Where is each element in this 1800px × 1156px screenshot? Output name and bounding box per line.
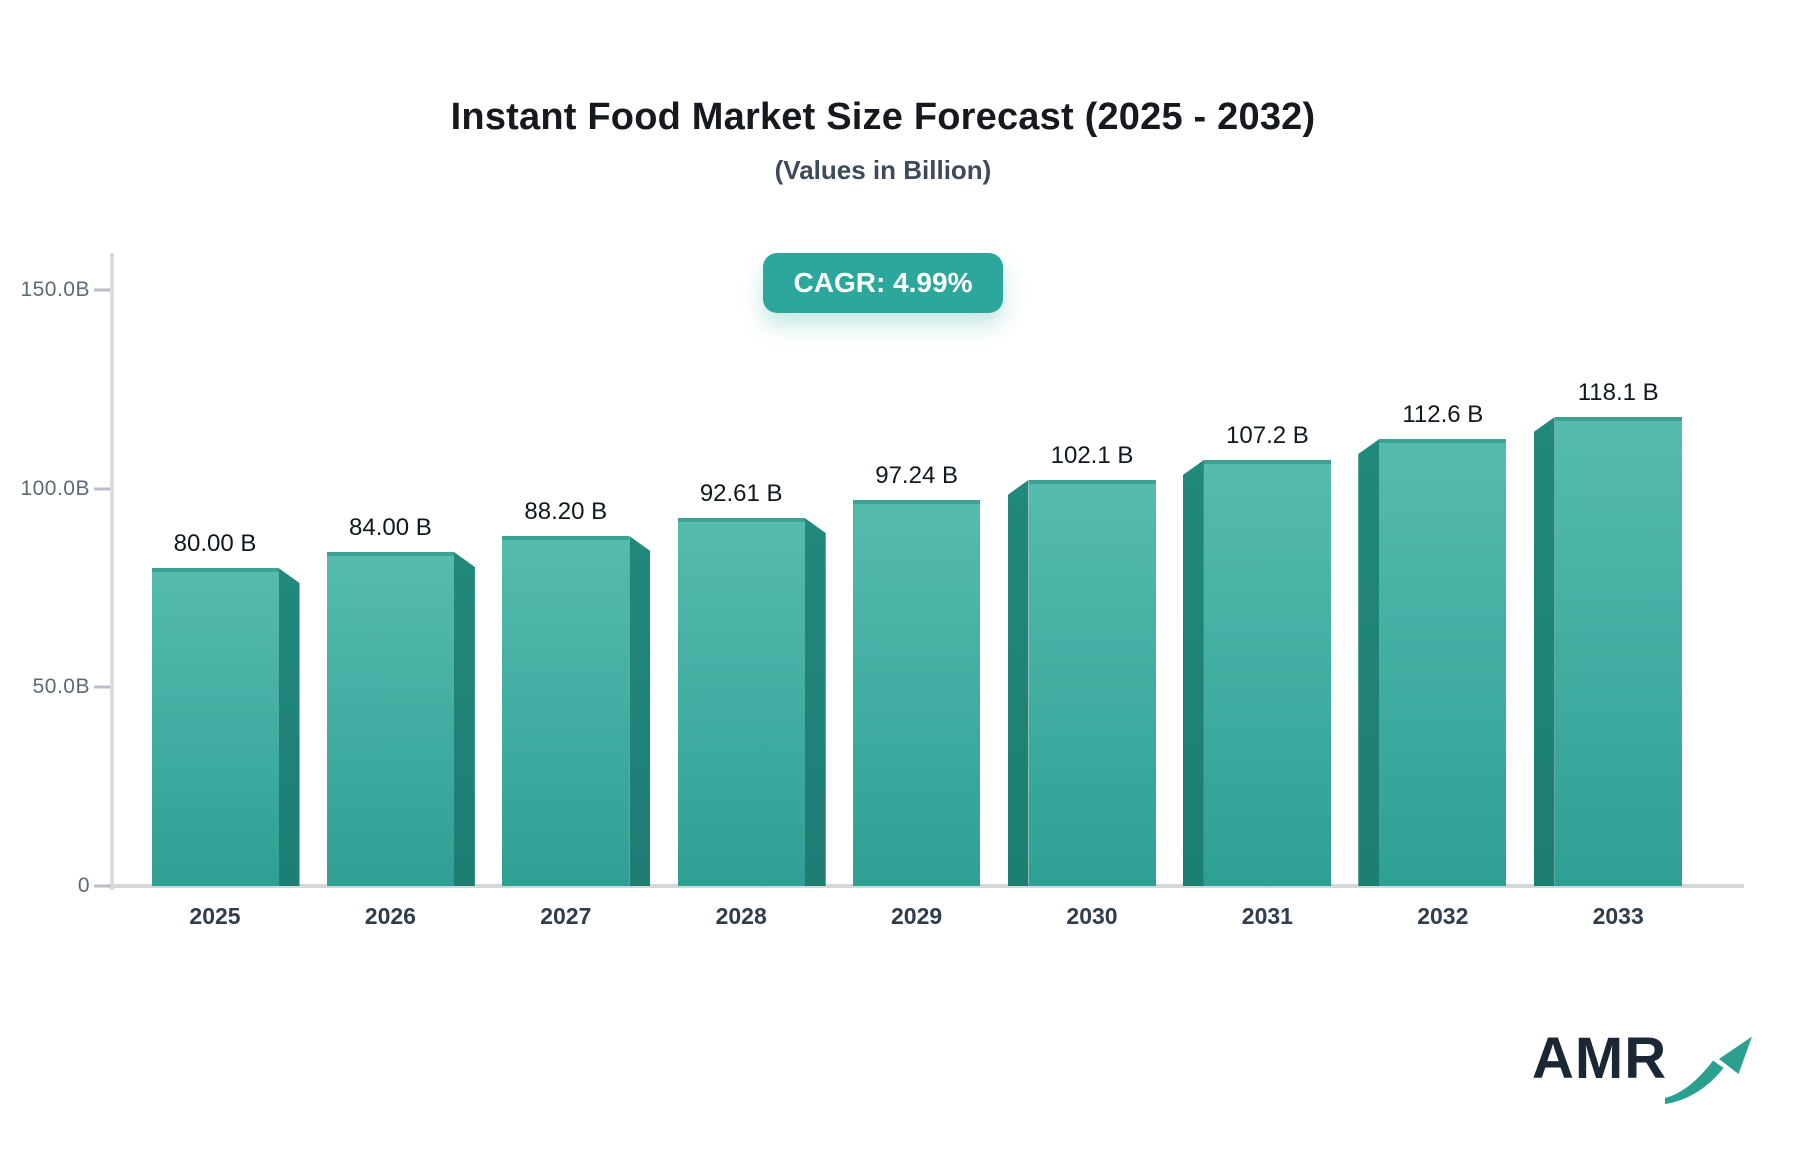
y-tick-mark — [94, 884, 110, 888]
bar-value-label: 97.24 B — [875, 462, 958, 489]
x-category-label: 2031 — [1241, 903, 1293, 929]
bar-face — [1379, 439, 1507, 886]
bar-3d-side — [1007, 480, 1029, 886]
bar-3d-side — [1182, 460, 1204, 886]
bar-value-label: 118.1 B — [1577, 379, 1659, 406]
bar-value-label: 92.61 B — [699, 480, 783, 507]
bar-3d-side — [629, 536, 651, 886]
bar-3d-side — [278, 568, 300, 886]
bar-face — [1028, 480, 1156, 886]
x-category-label: 2025 — [189, 903, 241, 929]
x-category-label: 2033 — [1592, 903, 1644, 929]
bar-value-label: 80.00 B — [173, 530, 257, 557]
bar-value-label: 88.20 B — [524, 498, 608, 525]
chart-title: Instant Food Market Size Forecast (2025 … — [450, 96, 1316, 138]
bar-2026 — [326, 492, 475, 886]
x-category-label: 2028 — [715, 903, 767, 929]
x-category-label: 2032 — [1417, 903, 1469, 929]
y-tick-label: 50.0B — [32, 675, 90, 699]
x-category-label: 2029 — [891, 903, 943, 929]
bar-value-label: 112.6 B — [1402, 401, 1484, 428]
y-axis-line — [110, 253, 114, 890]
y-tick-label: 0 — [77, 874, 90, 897]
bar-2028 — [677, 458, 826, 886]
y-tick-mark — [94, 288, 110, 292]
bar-3d-side — [1358, 439, 1380, 886]
chart-subtitle: (Values in Billion) — [774, 155, 992, 185]
bar-2030 — [1007, 420, 1156, 886]
cagr-badge: CAGR: 4.99% — [763, 253, 1003, 313]
bar-2031 — [1182, 400, 1331, 886]
bar-face — [326, 552, 454, 886]
y-tick-label: 100.0B — [20, 476, 90, 500]
bar-2027 — [502, 476, 651, 886]
bar-2032 — [1358, 379, 1507, 886]
bar-face — [1554, 417, 1682, 886]
bar-2025 — [151, 508, 300, 886]
y-tick-mark — [94, 685, 110, 689]
y-tick-label: 150.0B — [20, 278, 90, 302]
bar-face — [677, 518, 805, 886]
bar-face — [1203, 460, 1331, 886]
x-category-label: 2026 — [364, 903, 416, 929]
growth-arrow-icon — [1662, 1032, 1758, 1115]
bar-3d-side — [804, 518, 826, 886]
bar-face — [502, 536, 630, 886]
bar-face — [853, 500, 981, 886]
bar-2029 — [853, 440, 981, 886]
x-axis-line — [108, 884, 1744, 888]
amr-logo-text: AMR — [1532, 1026, 1668, 1091]
amr-logo: AMR — [1532, 1030, 1752, 1120]
bar-3d-side — [1533, 417, 1555, 886]
x-category-label: 2030 — [1066, 903, 1118, 929]
bar-face — [151, 568, 279, 886]
bar-3d-side — [453, 552, 475, 886]
bar-value-label: 84.00 B — [349, 514, 432, 541]
bar-value-label: 107.2 B — [1226, 422, 1309, 449]
bar-value-label: 102.1 B — [1050, 442, 1134, 469]
y-tick-mark — [94, 487, 110, 491]
x-category-label: 2027 — [540, 903, 592, 929]
bar-2033 — [1533, 357, 1682, 886]
